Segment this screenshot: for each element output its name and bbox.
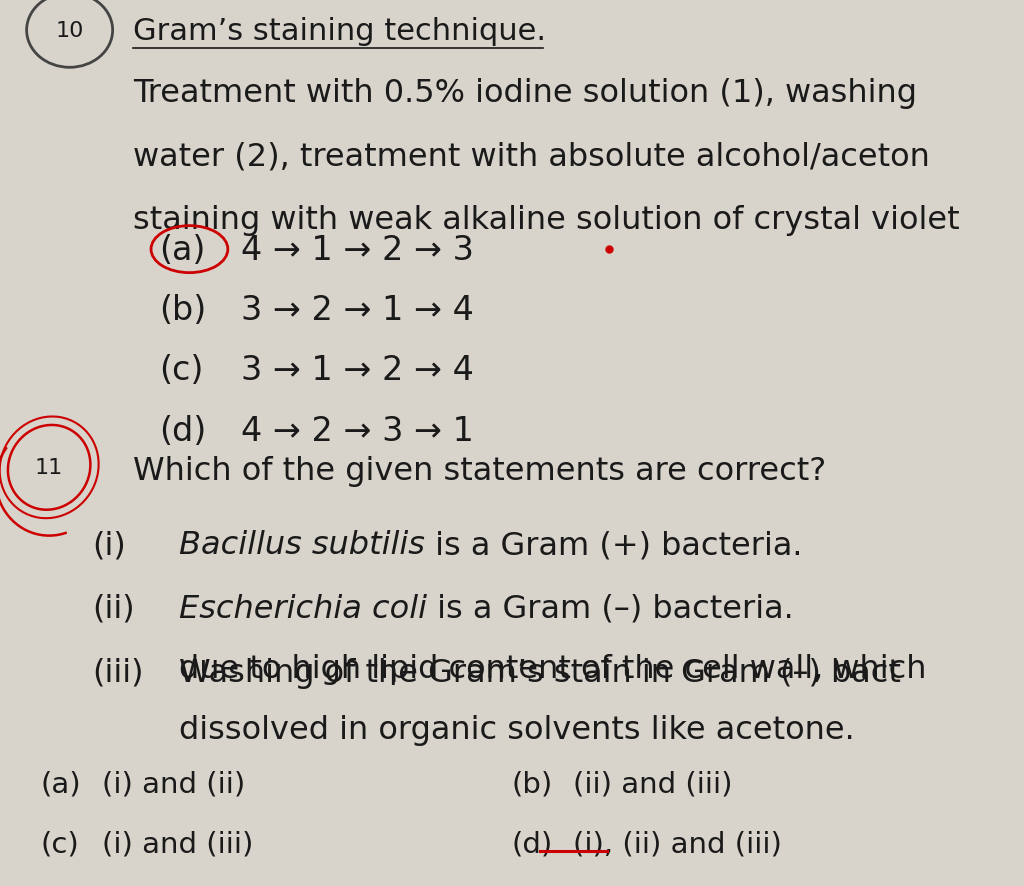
- Text: (d): (d): [512, 829, 553, 858]
- Circle shape: [27, 0, 113, 68]
- Text: dissolved in organic solvents like acetone.: dissolved in organic solvents like aceto…: [179, 714, 855, 744]
- Text: 4 → 1 → 2 → 3: 4 → 1 → 2 → 3: [241, 233, 473, 267]
- Text: (b): (b): [159, 293, 206, 327]
- Text: (c): (c): [159, 354, 203, 387]
- Text: (i) and (iii): (i) and (iii): [102, 829, 254, 858]
- Text: (d): (d): [159, 414, 206, 447]
- Text: water (2), treatment with absolute alcohol/aceton: water (2), treatment with absolute alcoh…: [133, 142, 930, 172]
- Text: due to high lipid content of the cell wall, which: due to high lipid content of the cell wa…: [179, 654, 927, 684]
- Text: (b): (b): [512, 770, 553, 798]
- Text: 3 → 1 → 2 → 4: 3 → 1 → 2 → 4: [241, 354, 473, 387]
- Text: Bacillus subtilis: Bacillus subtilis: [179, 530, 425, 560]
- Text: is a Gram (+) bacteria.: is a Gram (+) bacteria.: [425, 530, 803, 560]
- Text: Which of the given statements are correct?: Which of the given statements are correc…: [133, 456, 826, 486]
- Text: Washing of the Gram’s stain in Gram (–) bact: Washing of the Gram’s stain in Gram (–) …: [179, 657, 901, 688]
- Text: 3 → 2 → 1 → 4: 3 → 2 → 1 → 4: [241, 293, 473, 327]
- Text: (a): (a): [41, 770, 82, 798]
- Text: Escherichia coli: Escherichia coli: [179, 594, 427, 624]
- Text: 4 → 2 → 3 → 1: 4 → 2 → 3 → 1: [241, 414, 473, 447]
- Text: Treatment with 0.5% iodine solution (1), washing: Treatment with 0.5% iodine solution (1),…: [133, 78, 918, 108]
- Text: (i) and (ii): (i) and (ii): [102, 770, 246, 798]
- Text: 10: 10: [55, 21, 84, 41]
- Text: (iii): (iii): [92, 657, 143, 688]
- Text: (ii) and (iii): (ii) and (iii): [573, 770, 733, 798]
- Text: (i): (i): [92, 530, 126, 560]
- Text: Gram’s staining technique.: Gram’s staining technique.: [133, 17, 546, 45]
- Text: (ii): (ii): [92, 594, 135, 624]
- Text: (i), (ii) and (iii): (i), (ii) and (iii): [573, 829, 782, 858]
- Text: staining with weak alkaline solution of crystal violet: staining with weak alkaline solution of …: [133, 206, 959, 236]
- Text: 11: 11: [35, 458, 63, 478]
- Text: (c): (c): [41, 829, 80, 858]
- Text: (a): (a): [159, 233, 205, 267]
- Text: is a Gram (–) bacteria.: is a Gram (–) bacteria.: [427, 594, 794, 624]
